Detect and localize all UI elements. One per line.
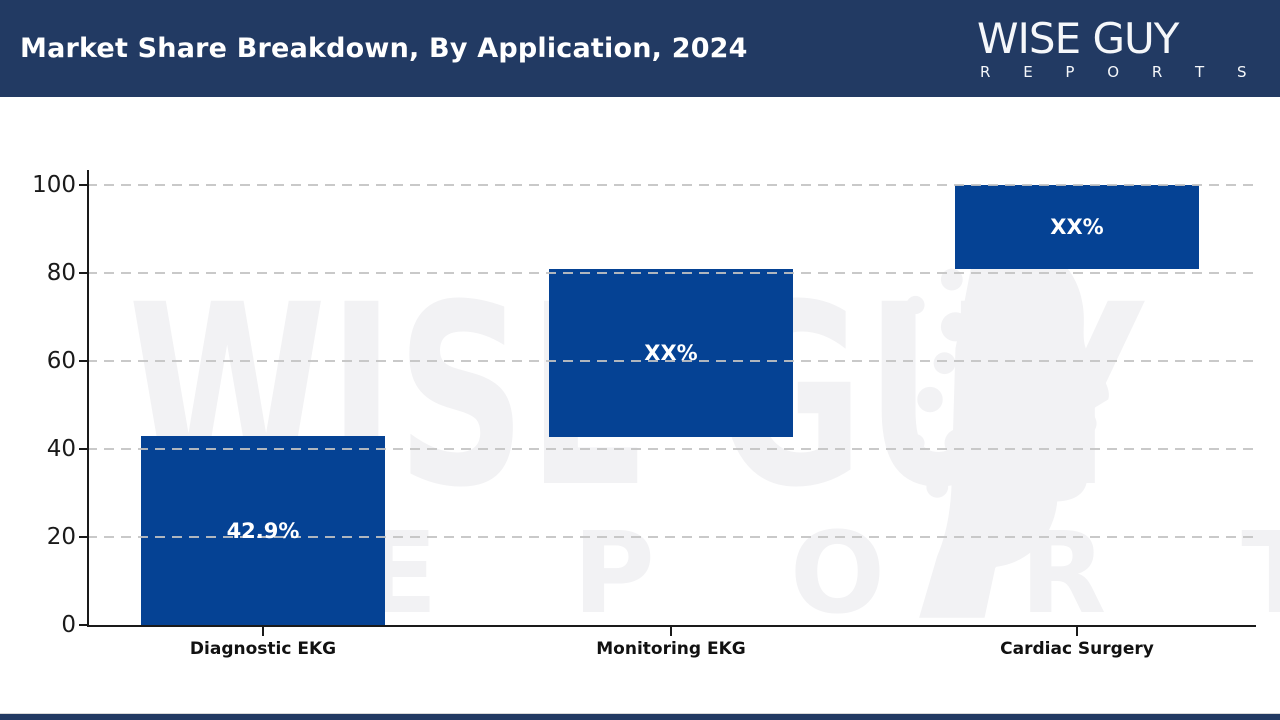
x-axis — [87, 625, 1256, 627]
x-tick-mark — [1076, 627, 1078, 636]
bar-value-label: XX% — [644, 341, 698, 365]
bar-2 — [549, 269, 793, 437]
header: Market Share Breakdown, By Application, … — [0, 0, 1280, 97]
gridline-20 — [87, 536, 1256, 538]
bar-value-label: 42.9% — [226, 518, 300, 543]
bar-value-label: XX% — [1050, 215, 1104, 239]
y-tick-label: 60 — [46, 348, 76, 374]
category-label: Cardiac Surgery — [1000, 639, 1154, 659]
x-tick-mark — [670, 627, 672, 636]
y-axis — [87, 170, 89, 627]
logo-text: WISE GUY R E P O R T S — [977, 14, 1261, 82]
category-label: Diagnostic EKG — [189, 639, 337, 659]
gridline-100 — [87, 184, 1256, 186]
footer-bar — [0, 713, 1280, 720]
category-label: Monitoring EKG — [596, 639, 746, 659]
y-tick-mark — [79, 536, 88, 538]
y-tick-mark — [79, 624, 88, 626]
watermark-head-icon — [805, 225, 1135, 625]
logo-head-icon — [1266, 5, 1280, 93]
gridline-80 — [87, 272, 1256, 274]
logo-reports-label: R E P O R T S — [980, 63, 1261, 81]
y-tick-label: 40 — [46, 436, 76, 462]
y-tick-mark — [79, 184, 88, 186]
logo-wordmark: WISE GUY — [977, 14, 1179, 63]
brand-logo: WISE GUY R E P O R T S — [977, 4, 1272, 94]
page-title: Market Share Breakdown, By Application, … — [20, 33, 748, 64]
gridline-40 — [87, 448, 1256, 450]
y-tick-label: 100 — [32, 172, 76, 198]
y-tick-label: 0 — [61, 612, 76, 638]
y-tick-label: 20 — [46, 524, 76, 550]
y-tick-mark — [79, 360, 88, 362]
bar-1 — [141, 436, 385, 625]
y-tick-mark — [79, 272, 88, 274]
y-tick-mark — [79, 448, 88, 450]
x-tick-mark — [262, 627, 264, 636]
y-tick-label: 80 — [46, 260, 76, 286]
gridline-60 — [87, 360, 1256, 362]
